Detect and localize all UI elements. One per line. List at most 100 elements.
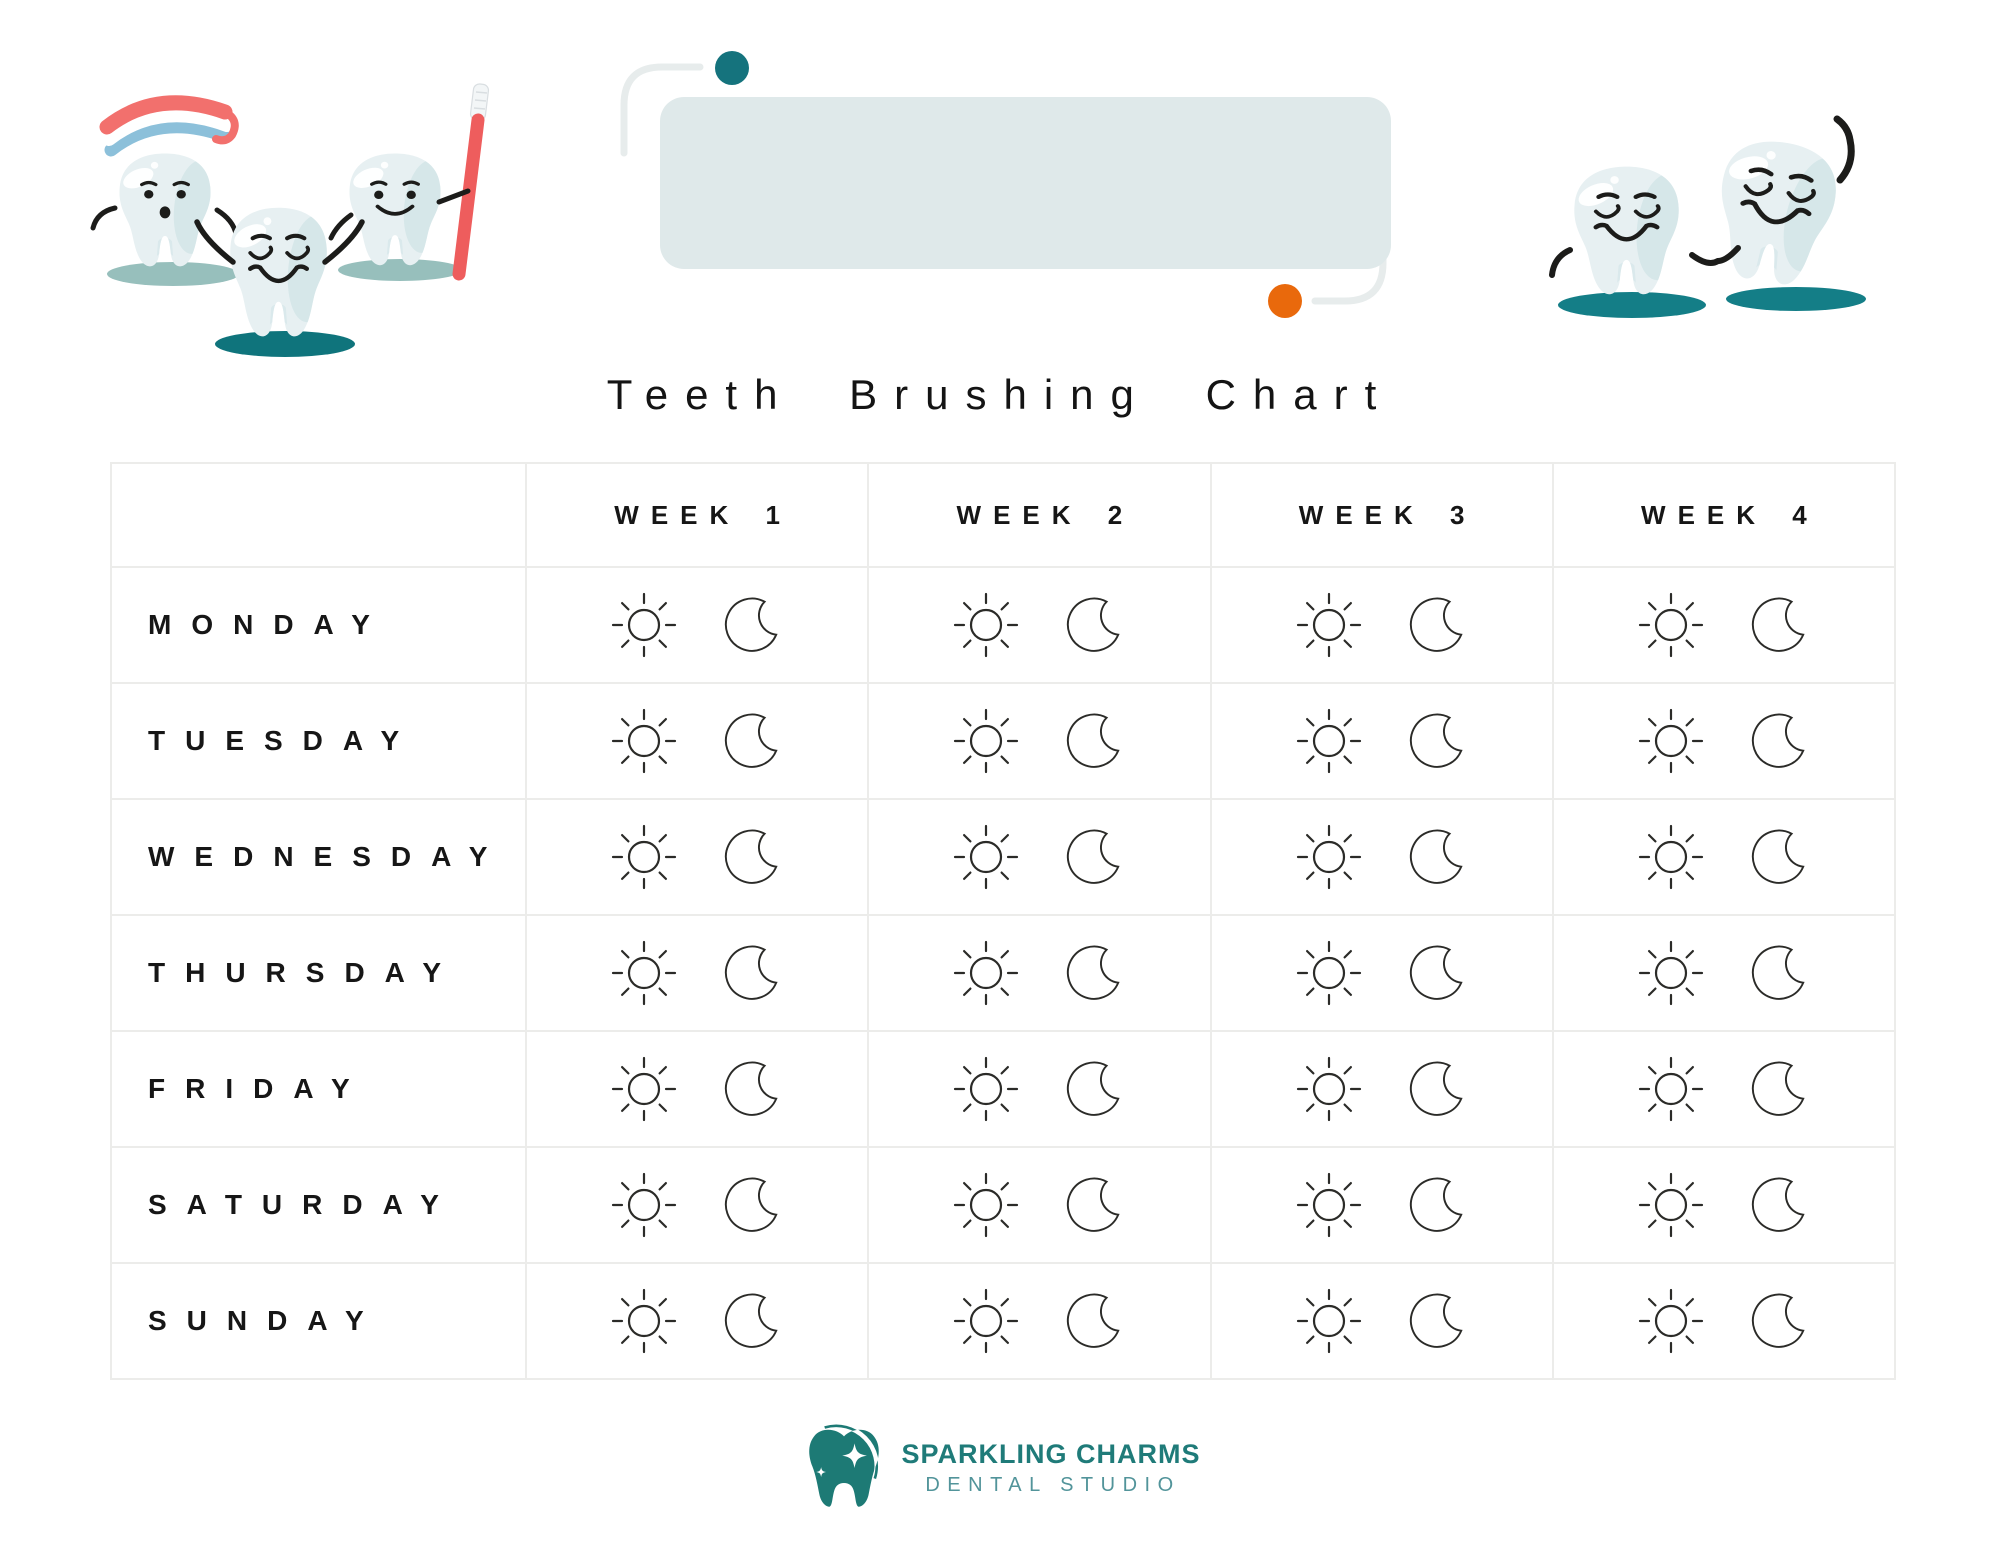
moon-icon[interactable] — [1406, 709, 1468, 773]
moon-icon[interactable] — [1748, 593, 1810, 657]
corner-swoosh — [620, 63, 704, 157]
sun-icon[interactable] — [611, 1288, 677, 1354]
sun-icon[interactable] — [1638, 708, 1704, 774]
brushing-cell[interactable] — [869, 568, 1210, 682]
brushing-cell[interactable] — [1553, 1032, 1894, 1146]
brushing-cell[interactable] — [1553, 684, 1894, 798]
brushing-cell[interactable] — [1553, 1148, 1894, 1262]
teeth-duo-illustration — [1549, 115, 1866, 318]
brushing-cell[interactable] — [527, 1264, 868, 1378]
brushing-cell[interactable] — [527, 568, 868, 682]
moon-icon[interactable] — [1748, 1289, 1810, 1353]
moon-icon[interactable] — [721, 941, 783, 1005]
moon-icon[interactable] — [1063, 1057, 1125, 1121]
sun-icon[interactable] — [611, 1056, 677, 1122]
brushing-cell[interactable] — [1211, 568, 1552, 682]
sun-icon[interactable] — [1296, 824, 1362, 890]
brushing-cell[interactable] — [869, 1264, 1210, 1378]
brushing-cell[interactable] — [1211, 1264, 1552, 1378]
moon-icon[interactable] — [1063, 1173, 1125, 1237]
sun-icon[interactable] — [611, 824, 677, 890]
happy-tooth — [1574, 167, 1693, 295]
sun-icon[interactable] — [1638, 592, 1704, 658]
brushing-cell[interactable] — [1211, 916, 1552, 1030]
moon-icon[interactable] — [721, 709, 783, 773]
waving-arm — [1833, 115, 1855, 184]
brushing-cell[interactable] — [869, 1032, 1210, 1146]
moon-icon[interactable] — [721, 593, 783, 657]
moon-icon[interactable] — [1748, 1057, 1810, 1121]
brushing-table: WEEK 1 WEEK 2 WEEK 3 WEEK 4 MONDAY — [110, 462, 1896, 1380]
sun-icon[interactable] — [611, 940, 677, 1006]
moon-icon[interactable] — [1406, 941, 1468, 1005]
brushing-cell[interactable] — [1553, 800, 1894, 914]
moon-icon[interactable] — [1063, 593, 1125, 657]
sun-icon[interactable] — [1296, 1172, 1362, 1238]
moon-icon[interactable] — [1406, 1057, 1468, 1121]
sun-icon[interactable] — [1296, 1056, 1362, 1122]
happy-tooth — [230, 208, 340, 337]
moon-icon[interactable] — [721, 1173, 783, 1237]
moon-icon[interactable] — [1406, 1289, 1468, 1353]
moon-icon[interactable] — [721, 825, 783, 889]
brushing-cell[interactable] — [527, 800, 868, 914]
brushing-cell[interactable] — [1211, 1148, 1552, 1262]
day-label: SATURDAY — [112, 1148, 525, 1262]
brushing-cell[interactable] — [527, 1148, 868, 1262]
moon-icon[interactable] — [1063, 1289, 1125, 1353]
shadow-ellipse — [338, 259, 462, 281]
sun-icon[interactable] — [1638, 940, 1704, 1006]
day-label: MONDAY — [112, 568, 525, 682]
brushing-cell[interactable] — [1211, 684, 1552, 798]
moon-icon[interactable] — [1063, 941, 1125, 1005]
moon-icon[interactable] — [1406, 1173, 1468, 1237]
brushing-cell[interactable] — [1553, 568, 1894, 682]
brushing-cell[interactable] — [527, 684, 868, 798]
brushing-cell[interactable] — [869, 916, 1210, 1030]
moon-icon[interactable] — [1406, 825, 1468, 889]
sun-icon[interactable] — [953, 1056, 1019, 1122]
brushing-cell[interactable] — [869, 1148, 1210, 1262]
moon-icon[interactable] — [1748, 709, 1810, 773]
day-label: SUNDAY — [112, 1264, 525, 1378]
sun-icon[interactable] — [953, 824, 1019, 890]
sun-icon[interactable] — [953, 708, 1019, 774]
brushing-cell[interactable] — [1553, 916, 1894, 1030]
sun-icon[interactable] — [953, 940, 1019, 1006]
sun-icon[interactable] — [953, 1172, 1019, 1238]
name-input-box[interactable] — [660, 97, 1391, 269]
toothpaste-icon — [99, 95, 239, 157]
sun-icon[interactable] — [1638, 824, 1704, 890]
moon-icon[interactable] — [1063, 709, 1125, 773]
sun-icon[interactable] — [1296, 708, 1362, 774]
sun-icon[interactable] — [1638, 1172, 1704, 1238]
brushing-cell[interactable] — [1211, 1032, 1552, 1146]
sun-icon[interactable] — [1638, 1288, 1704, 1354]
shadow-ellipse — [1558, 292, 1706, 318]
sun-icon[interactable] — [611, 1172, 677, 1238]
moon-icon[interactable] — [721, 1057, 783, 1121]
moon-icon[interactable] — [721, 1289, 783, 1353]
brushing-cell[interactable] — [1211, 800, 1552, 914]
moon-icon[interactable] — [1748, 941, 1810, 1005]
moon-icon[interactable] — [1748, 1173, 1810, 1237]
sun-icon[interactable] — [611, 592, 677, 658]
sun-icon[interactable] — [1296, 592, 1362, 658]
brushing-cell[interactable] — [869, 800, 1210, 914]
sun-icon[interactable] — [953, 592, 1019, 658]
moon-icon[interactable] — [1748, 825, 1810, 889]
tooth-logo-icon — [808, 1424, 879, 1507]
brushing-cell[interactable] — [869, 684, 1210, 798]
sun-icon[interactable] — [1638, 1056, 1704, 1122]
orange-dot — [1268, 284, 1302, 318]
sun-icon[interactable] — [611, 708, 677, 774]
brushing-cell[interactable] — [527, 916, 868, 1030]
sun-icon[interactable] — [1296, 1288, 1362, 1354]
sun-icon[interactable] — [953, 1288, 1019, 1354]
moon-icon[interactable] — [1063, 825, 1125, 889]
sun-icon[interactable] — [1296, 940, 1362, 1006]
brushing-cell[interactable] — [527, 1032, 868, 1146]
moon-icon[interactable] — [1406, 593, 1468, 657]
brushing-cell[interactable] — [1553, 1264, 1894, 1378]
week-header: WEEK 2 — [869, 464, 1210, 566]
